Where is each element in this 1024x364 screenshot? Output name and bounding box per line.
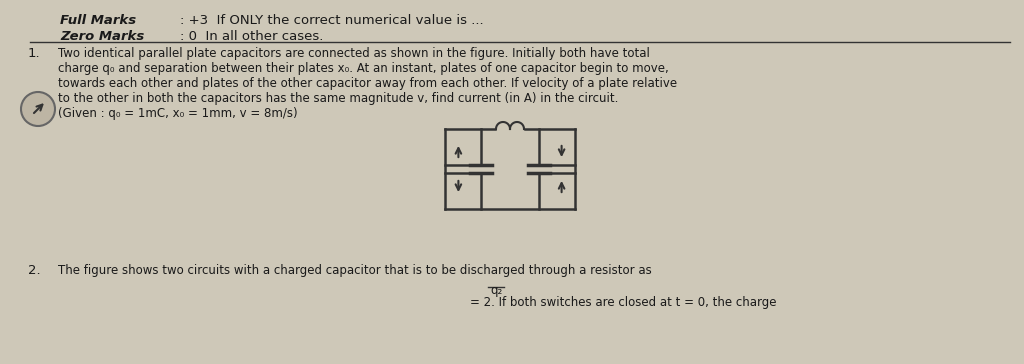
Text: Two identical parallel plate capacitors are connected as shown in the figure. In: Two identical parallel plate capacitors …: [58, 47, 650, 60]
Circle shape: [22, 92, 55, 126]
Text: to the other in both the capacitors has the same magnitude v, find current (in A: to the other in both the capacitors has …: [58, 92, 618, 105]
Text: = 2. If both switches are closed at t = 0, the charge: = 2. If both switches are closed at t = …: [470, 296, 776, 309]
Text: (Given : q₀ = 1mC, x₀ = 1mm, v = 8m/s): (Given : q₀ = 1mC, x₀ = 1mm, v = 8m/s): [58, 107, 298, 120]
Text: charge q₀ and separation between their plates x₀. At an instant, plates of one c: charge q₀ and separation between their p…: [58, 62, 669, 75]
Text: q₂: q₂: [490, 284, 502, 297]
Text: towards each other and plates of the other capacitor away from each other. If ve: towards each other and plates of the oth…: [58, 77, 677, 90]
Text: Zero Marks: Zero Marks: [60, 30, 144, 43]
Text: 1.: 1.: [28, 47, 41, 60]
Text: The figure shows two circuits with a charged capacitor that is to be discharged : The figure shows two circuits with a cha…: [58, 264, 651, 277]
Text: Full Marks: Full Marks: [60, 14, 136, 27]
Text: 2.: 2.: [28, 264, 41, 277]
Text: : 0  In all other cases.: : 0 In all other cases.: [180, 30, 324, 43]
Text: : +3  If ONLY the correct numerical value is ...: : +3 If ONLY the correct numerical value…: [180, 14, 483, 27]
